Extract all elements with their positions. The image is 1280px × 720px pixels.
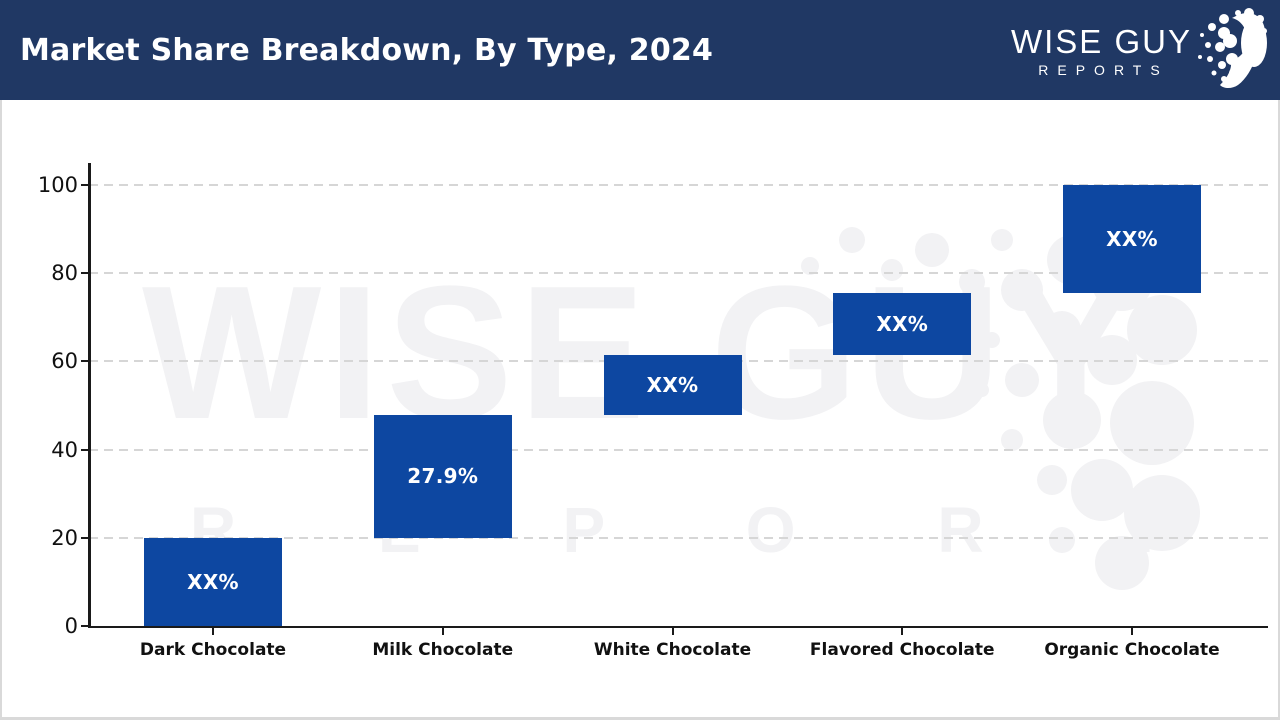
chart-area: WISE GUY R E P O R T S 020406080100XX%Da… (0, 100, 1280, 720)
y-gridline (89, 536, 1268, 539)
y-axis-tick-label: 20 (51, 525, 78, 550)
wiseguy-face-icon (1198, 8, 1267, 89)
logo-wordmark: WISE GUY (1010, 23, 1192, 60)
y-axis-tick-label: 100 (37, 173, 78, 197)
x-axis-category-label: Organic Chocolate (1044, 640, 1220, 660)
x-axis-category-label: Milk Chocolate (372, 640, 514, 660)
y-tick-mark (81, 272, 89, 275)
x-tick-mark (1131, 628, 1133, 635)
bar-value-label: XX% (1106, 227, 1158, 252)
x-tick-mark (212, 628, 214, 635)
y-gridline (89, 448, 1268, 451)
y-tick-mark (81, 448, 89, 451)
chart-title: Market Share Breakdown, By Type, 2024 (20, 32, 714, 68)
y-tick-mark (81, 536, 89, 539)
x-axis-line (88, 625, 1268, 628)
x-tick-mark (901, 628, 904, 635)
y-axis-line (88, 163, 91, 628)
logo-subtitle: REPORTS (1038, 62, 1169, 78)
header: Market Share Breakdown, By Type, 2024 WI… (0, 0, 1280, 100)
y-tick-mark (81, 625, 89, 627)
y-gridline (89, 184, 1268, 186)
bar-value-label: XX% (646, 372, 699, 397)
logo-wordmark-block: WISE GUY REPORTS (1011, 25, 1192, 77)
bar: XX% (603, 354, 742, 415)
bar: XX% (144, 537, 282, 626)
bar-value-label: 27.9% (407, 464, 479, 489)
bar: XX% (833, 293, 972, 355)
y-gridline (89, 272, 1268, 275)
bar: XX% (1063, 185, 1201, 294)
plot: 0 20 40 60 80 100 XX% Dark Chocolate 27.9% Milk C… (2, 100, 1278, 717)
x-tick-mark (441, 628, 444, 635)
x-tick-mark (671, 628, 674, 635)
y-axis-tick-label: 60 (51, 349, 78, 374)
y-axis-tick-label: 80 (51, 261, 78, 286)
wiseguy-logo: WISE GUY REPORTS (1011, 7, 1270, 93)
bar: 27.9% (373, 414, 512, 538)
y-axis-tick-label: 40 (51, 437, 78, 462)
bar-value-label: XX% (876, 311, 929, 336)
y-axis-tick-label: 0 (64, 614, 78, 638)
x-axis-category-label: Dark Chocolate (139, 640, 287, 660)
x-axis-category-label: Flavored Chocolate (809, 640, 995, 660)
bar-value-label: XX% (187, 569, 239, 594)
x-axis-category-label: White Chocolate (593, 640, 752, 660)
y-tick-mark (81, 184, 89, 186)
y-tick-mark (81, 360, 89, 363)
